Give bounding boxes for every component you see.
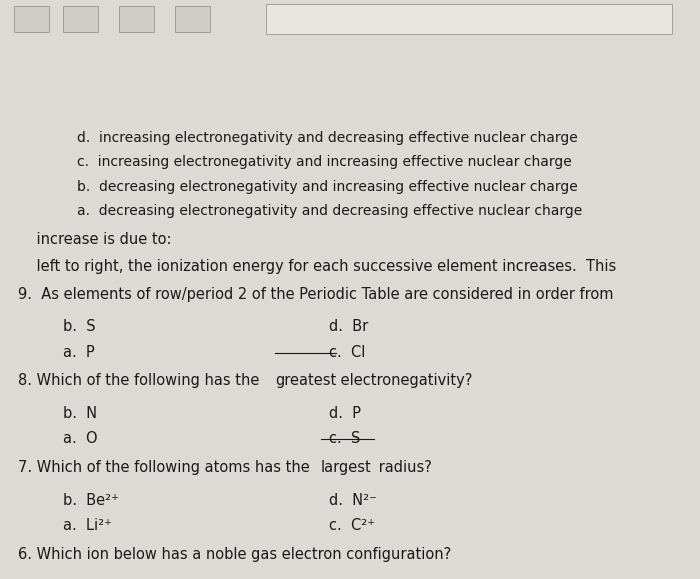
Text: b.  N: b. N — [63, 406, 97, 421]
Bar — [266, 4, 672, 34]
Bar — [63, 6, 98, 32]
Text: a.  P: a. P — [63, 345, 94, 360]
Text: a.  decreasing electronegativity and decreasing effective nuclear charge: a. decreasing electronegativity and decr… — [77, 204, 582, 218]
Text: largest: largest — [321, 460, 372, 475]
Text: c.  S: c. S — [329, 431, 360, 446]
Text: electronegativity?: electronegativity? — [336, 373, 473, 389]
Text: d.  P: d. P — [329, 406, 361, 421]
Text: c.  Cl: c. Cl — [329, 345, 365, 360]
Text: 9.  As elements of row/period 2 of the Periodic Table are considered in order fr: 9. As elements of row/period 2 of the Pe… — [18, 287, 613, 302]
Text: 7. Which of the following atoms has the: 7. Which of the following atoms has the — [18, 460, 314, 475]
Text: greatest: greatest — [275, 373, 337, 389]
Text: b.  S: b. S — [63, 320, 96, 335]
Bar — [119, 6, 154, 32]
Text: d.  N²⁻: d. N²⁻ — [329, 493, 377, 508]
Text: 8. Which of the following has the: 8. Which of the following has the — [18, 373, 263, 389]
Text: 6. Which ion below has a noble gas electron configuration?: 6. Which ion below has a noble gas elect… — [18, 547, 451, 562]
Text: b.  decreasing electronegativity and increasing effective nuclear charge: b. decreasing electronegativity and incr… — [77, 179, 578, 194]
Text: d.  Br: d. Br — [329, 320, 368, 335]
Text: left to right, the ionization energy for each successive element increases.  Thi: left to right, the ionization energy for… — [18, 259, 616, 274]
Text: increase is due to:: increase is due to: — [18, 232, 171, 247]
Text: a.  Li²⁺: a. Li²⁺ — [63, 518, 112, 533]
Text: c.  increasing electronegativity and increasing effective nuclear charge: c. increasing electronegativity and incr… — [77, 155, 572, 169]
Text: a.  O: a. O — [63, 431, 97, 446]
Bar — [14, 6, 49, 32]
Text: b.  Be²⁺: b. Be²⁺ — [63, 493, 119, 508]
Text: c.  C²⁺: c. C²⁺ — [329, 518, 375, 533]
Text: radius?: radius? — [374, 460, 432, 475]
Bar — [175, 6, 210, 32]
Text: d.  increasing electronegativity and decreasing effective nuclear charge: d. increasing electronegativity and decr… — [77, 131, 578, 145]
